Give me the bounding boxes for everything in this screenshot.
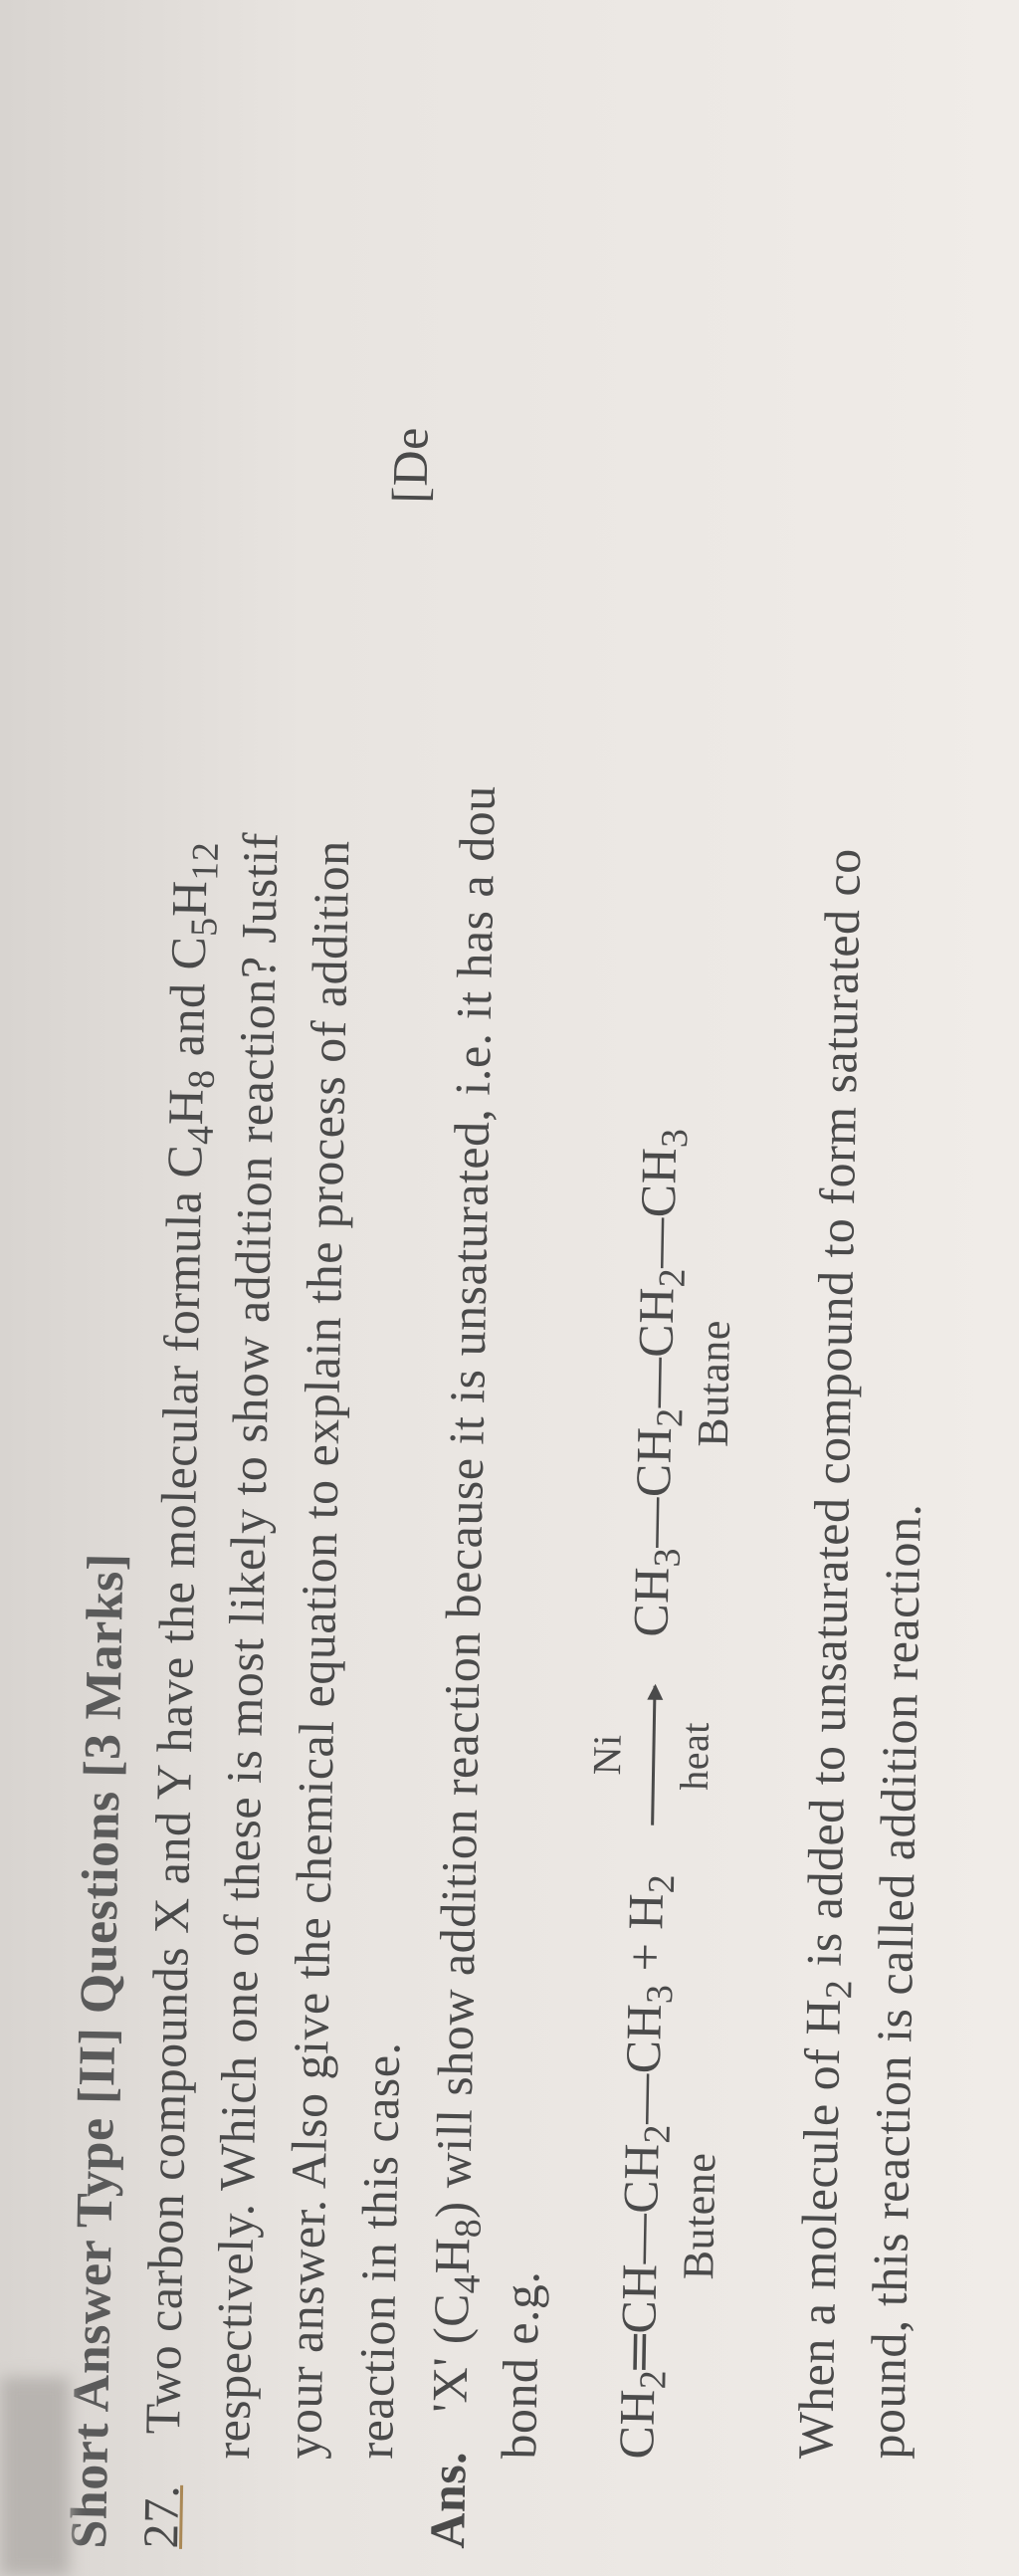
subscript: 8 <box>181 1069 223 1089</box>
subscript: 2 <box>641 1873 683 1893</box>
reactant-butene: CH2═CH—CH2—CH3 Butene <box>608 1971 673 2460</box>
a-text: When a molecule of H <box>787 1998 851 2460</box>
question-number: 27. <box>132 2484 189 2549</box>
subscript: 3 <box>639 1984 681 2004</box>
eq-part: —CH <box>629 1147 687 1268</box>
subscript: 2 <box>818 1979 860 1999</box>
subscript: 3 <box>647 1547 689 1567</box>
eq-part: —CH <box>626 1287 684 1408</box>
eq-part: —CH <box>624 1426 682 1548</box>
subscript: 4 <box>180 1125 222 1145</box>
subscript: 3 <box>654 1128 696 1148</box>
a-text: ) will show addition reaction because it… <box>425 785 506 2219</box>
reaction-arrow: Ni heat <box>618 1675 679 1835</box>
page-edge-shadow <box>0 2377 70 2576</box>
subscript: 4 <box>446 2273 488 2293</box>
a-text: H <box>424 2237 481 2274</box>
product-butane: CH3—CH2—CH2—CH3 Butane <box>622 1128 687 1637</box>
arrow-icon <box>651 1686 656 1825</box>
a-text: is added to unsaturated compound to form… <box>795 848 871 1980</box>
subscript: 2 <box>652 1268 694 1288</box>
subscript: 2 <box>632 2369 674 2389</box>
subscript: 2 <box>649 1407 691 1427</box>
q-ref: [De <box>381 427 438 504</box>
reactant-label: Butene <box>673 2152 725 2280</box>
equation: CH2═CH—CH2—CH3 Butene + H2 Ni heat CH3—C… <box>607 70 715 2460</box>
q-text: reaction in this case. <box>347 2041 410 2460</box>
condition: heat <box>670 1676 719 1836</box>
catalyst: Ni <box>582 1674 632 1834</box>
product-label: Butane <box>688 1320 740 1448</box>
answer-label: Ans. <box>419 2451 477 2549</box>
eq-part: ═CH—CH <box>610 2143 670 2370</box>
subscript: 8 <box>447 2218 489 2238</box>
subscript: 2 <box>637 2124 679 2144</box>
eq-part: —CH <box>614 2003 672 2124</box>
subscript: 5 <box>183 917 225 937</box>
page: Short Answer Type [II] Questions [3 Mark… <box>0 0 1019 2576</box>
subscript: 12 <box>184 841 227 881</box>
q-text: and C <box>158 936 216 1070</box>
a-text: 'X' (C <box>421 2293 479 2414</box>
eq-part: CH <box>622 1567 679 1637</box>
q-text: H <box>157 1088 214 1126</box>
eq-part: CH <box>608 2389 665 2460</box>
q-text: H <box>161 880 218 918</box>
q-text: Two carbon compounds X and Y have the mo… <box>134 1144 213 2435</box>
eq-part: + H <box>617 1893 674 1972</box>
